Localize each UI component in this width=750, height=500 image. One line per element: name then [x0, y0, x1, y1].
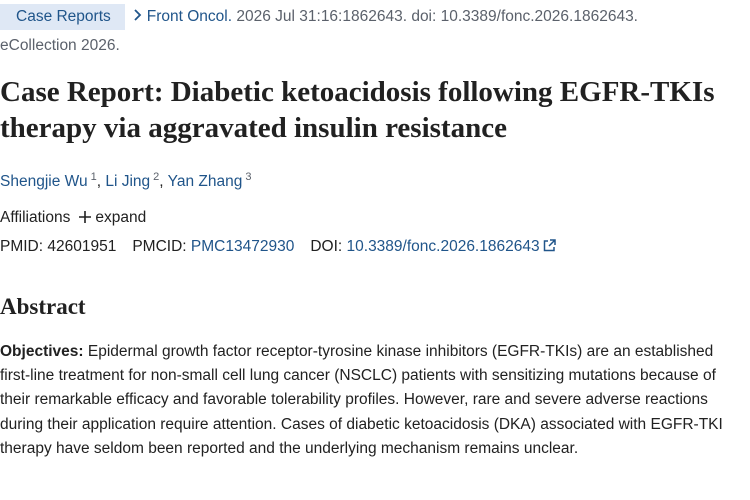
identifiers: PMID: 42601951 PMCID: PMC13472930 DOI: 10.… — [0, 238, 572, 256]
identifier-label: DOI: — [310, 238, 343, 255]
affiliation-number[interactable]: 2 — [153, 171, 160, 183]
section-label: Objectives: — [0, 343, 84, 360]
affiliations-row: Affiliations expand — [0, 209, 146, 227]
article-type-tag[interactable]: Case Reports — [0, 4, 125, 30]
affiliation-number[interactable]: 1 — [90, 171, 97, 183]
author-name[interactable]: Shengjie Wu — [0, 173, 88, 191]
chevron-icon — [134, 9, 142, 21]
identifier-value: 42601951 — [47, 238, 117, 255]
plus-icon — [79, 211, 92, 223]
affiliation-number[interactable]: 3 — [245, 171, 252, 183]
abstract-heading: Abstract — [0, 294, 86, 319]
identifier-label: PMCID: — [132, 238, 187, 255]
section-text: Epidermal growth factor receptor-tyrosin… — [0, 343, 723, 457]
abstract-section: Objectives: Epidermal growth factor rece… — [0, 340, 738, 461]
citation-text: 2026 Jul 31:16:1862643. doi: 10.3389/fon… — [0, 8, 638, 54]
author-name[interactable]: Li Jing — [105, 173, 151, 191]
identifier-value[interactable]: PMC13472930 — [190, 238, 295, 255]
identifier: DOI: 10.3389/fonc.2026.1862643 — [310, 238, 556, 255]
external-link-icon — [543, 239, 556, 252]
expand-toggle[interactable]: expand — [95, 209, 147, 226]
affiliations-label: Affiliations — [0, 209, 71, 226]
identifier-value[interactable]: 10.3389/fonc.2026.1862643 — [346, 238, 540, 255]
identifier: PMID: 42601951 — [0, 238, 116, 255]
identifier-label: PMID: — [0, 238, 44, 255]
identifier: PMCID: PMC13472930 — [132, 238, 294, 255]
journal-link[interactable]: Front Oncol. — [146, 8, 233, 25]
author-name[interactable]: Yan Zhang — [167, 173, 243, 191]
author: Shengjie Wu 1 — [0, 171, 97, 191]
citation-bar: Case Reports Front Oncol. 2026 Jul 31:16:… — [0, 2, 700, 60]
article-title: Case Report: Diabetic ketoacidosis follo… — [0, 76, 715, 144]
